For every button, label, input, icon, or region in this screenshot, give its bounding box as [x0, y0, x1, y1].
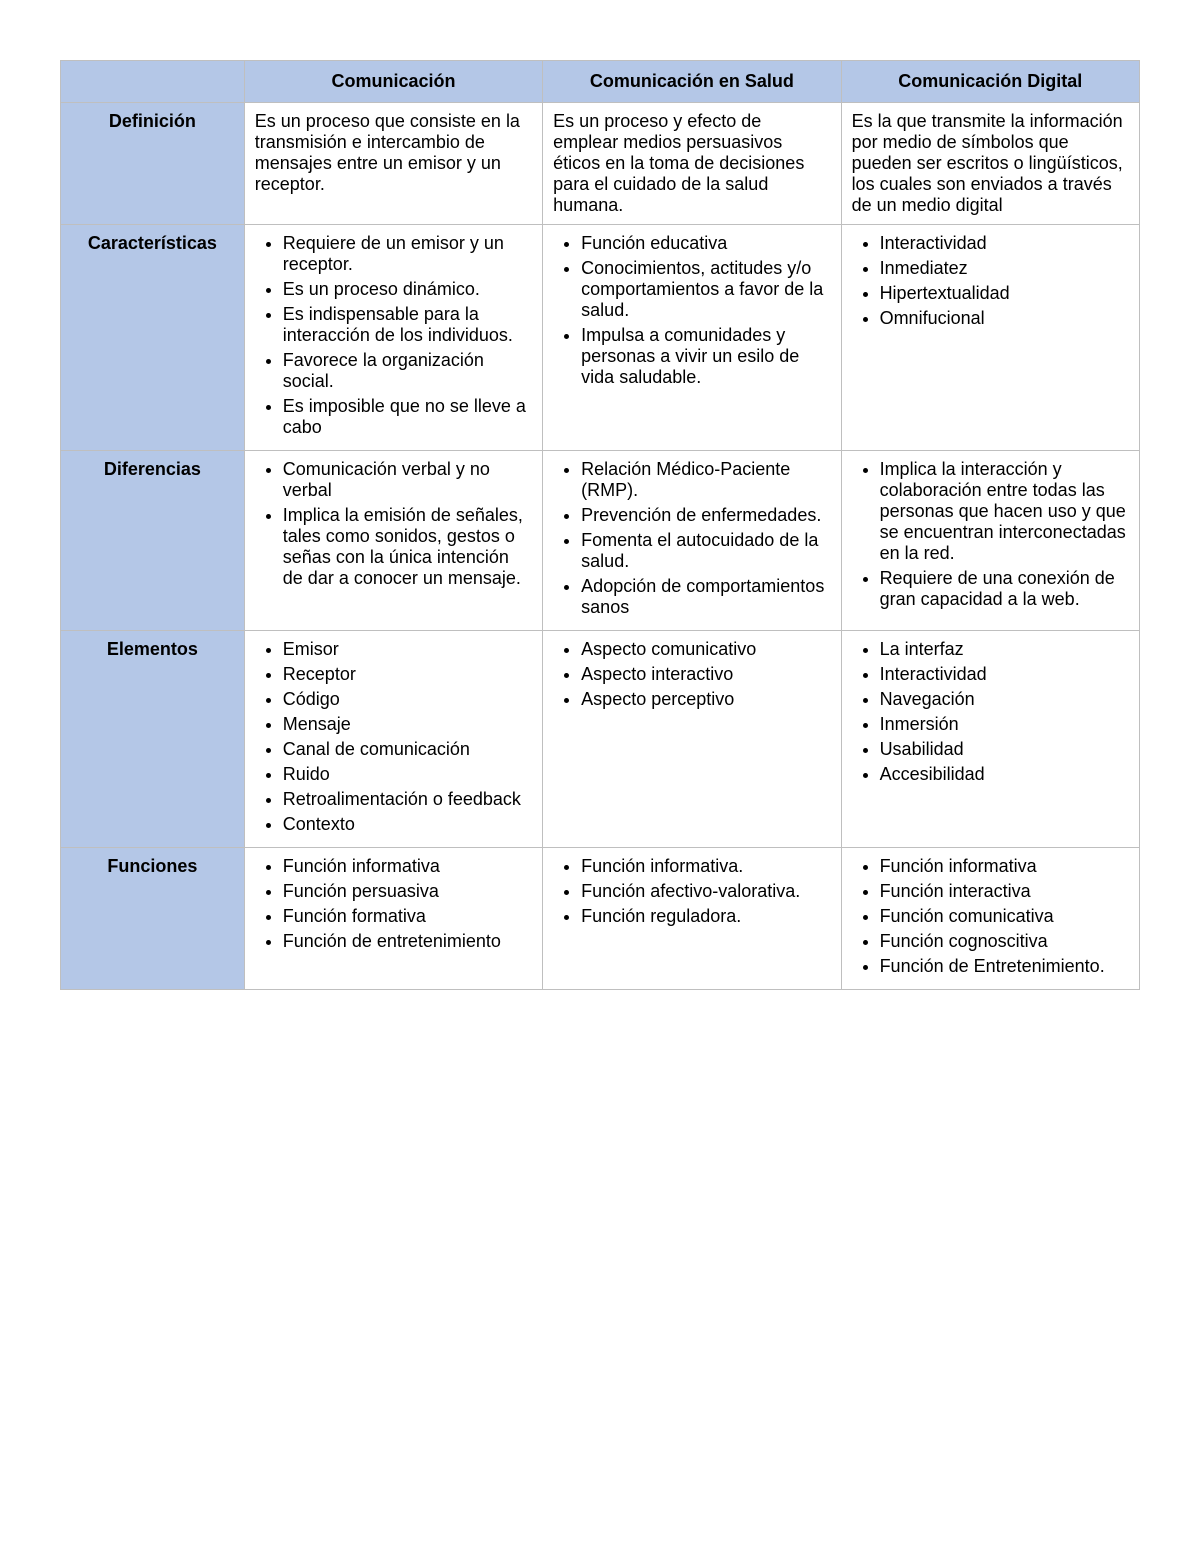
list-item: Implica la interacción y colaboración en…	[880, 459, 1129, 564]
list-item: Receptor	[283, 664, 532, 685]
list-item: Interactividad	[880, 664, 1129, 685]
col-header: Comunicación	[244, 61, 542, 103]
cell-list: La interfaz Interactividad Navegación Inmer…	[852, 639, 1129, 785]
cell-text: Es un proceso y efecto de emplear medios…	[553, 111, 830, 216]
list-item: Favorece la organización social.	[283, 350, 532, 392]
table-cell: Interactividad Inmediatez Hipertextualidad…	[841, 225, 1139, 451]
table-row: DefiniciónEs un proceso que consiste en …	[61, 103, 1140, 225]
table-cell: Relación Médico-Paciente (RMP). Prevenció…	[543, 451, 841, 631]
cell-text: Es un proceso que consiste en la transmi…	[255, 111, 532, 195]
list-item: Canal de comunicación	[283, 739, 532, 760]
table-cell: La interfaz Interactividad Navegación Inmer…	[841, 631, 1139, 848]
list-item: Fomenta el autocuidado de la salud.	[581, 530, 830, 572]
table-row: DiferenciasComunicación verbal y no verb…	[61, 451, 1140, 631]
list-item: Mensaje	[283, 714, 532, 735]
cell-list: Función informativa Función interactiva Fu…	[852, 856, 1129, 977]
cell-text: Es la que transmite la información por m…	[852, 111, 1129, 216]
table-row: Funciones Función informativa Función pers…	[61, 848, 1140, 990]
list-item: Función interactiva	[880, 881, 1129, 902]
list-item: Omnifucional	[880, 308, 1129, 329]
header-corner	[61, 61, 245, 103]
list-item: Navegación	[880, 689, 1129, 710]
list-item: Comunicación verbal y no verbal	[283, 459, 532, 501]
table-row: Elementos Emisor Receptor Código Mensaje Cana…	[61, 631, 1140, 848]
list-item: Implica la emisión de señales, tales com…	[283, 505, 532, 589]
cell-list: Función informativa Función persuasiva Fun…	[255, 856, 532, 952]
list-item: Aspecto comunicativo	[581, 639, 830, 660]
list-item: Usabilidad	[880, 739, 1129, 760]
list-item: Impulsa a comunidades y personas a vivir…	[581, 325, 830, 388]
list-item: Función persuasiva	[283, 881, 532, 902]
table-cell: Es un proceso que consiste en la transmi…	[244, 103, 542, 225]
table-cell: Requiere de un emisor y un receptor. Es u…	[244, 225, 542, 451]
col-header: Comunicación Digital	[841, 61, 1139, 103]
list-item: Función cognoscitiva	[880, 931, 1129, 952]
list-item: Función informativa	[283, 856, 532, 877]
list-item: Prevención de enfermedades.	[581, 505, 830, 526]
list-item: Función de entretenimiento	[283, 931, 532, 952]
cell-list: Aspecto comunicativo Aspecto interactivo A…	[553, 639, 830, 710]
table-row: CaracterísticasRequiere de un emisor y u…	[61, 225, 1140, 451]
cell-list: Relación Médico-Paciente (RMP). Prevenció…	[553, 459, 830, 618]
table-cell: Comunicación verbal y no verbalImplica l…	[244, 451, 542, 631]
cell-list: Requiere de un emisor y un receptor. Es u…	[255, 233, 532, 438]
list-item: Adopción de comportamientos sanos	[581, 576, 830, 618]
list-item: Es un proceso dinámico.	[283, 279, 532, 300]
list-item: Requiere de una conexión de gran capacid…	[880, 568, 1129, 610]
cell-list: Emisor Receptor Código Mensaje Canal de comu…	[255, 639, 532, 835]
row-label: Diferencias	[61, 451, 245, 631]
cell-list: Función informativa. Función afectivo-val…	[553, 856, 830, 927]
cell-list: Comunicación verbal y no verbalImplica l…	[255, 459, 532, 589]
list-item: Es indispensable para la interacción de …	[283, 304, 532, 346]
list-item: Requiere de un emisor y un receptor.	[283, 233, 532, 275]
list-item: Función informativa	[880, 856, 1129, 877]
table-cell: Es la que transmite la información por m…	[841, 103, 1139, 225]
table-body: DefiniciónEs un proceso que consiste en …	[61, 103, 1140, 990]
cell-list: Implica la interacción y colaboración en…	[852, 459, 1129, 610]
table-header-row: Comunicación Comunicación en Salud Comun…	[61, 61, 1140, 103]
list-item: Inmersión	[880, 714, 1129, 735]
list-item: Función informativa.	[581, 856, 830, 877]
list-item: Código	[283, 689, 532, 710]
list-item: Conocimientos, actitudes y/o comportamie…	[581, 258, 830, 321]
list-item: Interactividad	[880, 233, 1129, 254]
list-item: La interfaz	[880, 639, 1129, 660]
table-cell: Función informativa Función persuasiva Fun…	[244, 848, 542, 990]
table-cell: Función informativa. Función afectivo-val…	[543, 848, 841, 990]
list-item: Aspecto perceptivo	[581, 689, 830, 710]
table-cell: Emisor Receptor Código Mensaje Canal de comu…	[244, 631, 542, 848]
table-cell: Función educativa Conocimientos, actitude…	[543, 225, 841, 451]
list-item: Emisor	[283, 639, 532, 660]
list-item: Retroalimentación o feedback	[283, 789, 532, 810]
list-item: Ruido	[283, 764, 532, 785]
list-item: Accesibilidad	[880, 764, 1129, 785]
table-cell: Función informativa Función interactiva Fu…	[841, 848, 1139, 990]
list-item: Función comunicativa	[880, 906, 1129, 927]
list-item: Función educativa	[581, 233, 830, 254]
list-item: Hipertextualidad	[880, 283, 1129, 304]
list-item: Función formativa	[283, 906, 532, 927]
list-item: Inmediatez	[880, 258, 1129, 279]
table-cell: Es un proceso y efecto de emplear medios…	[543, 103, 841, 225]
row-label: Definición	[61, 103, 245, 225]
cell-list: Función educativa Conocimientos, actitude…	[553, 233, 830, 388]
cell-list: Interactividad Inmediatez Hipertextualidad…	[852, 233, 1129, 329]
row-label: Características	[61, 225, 245, 451]
list-item: Función de Entretenimiento.	[880, 956, 1129, 977]
table-cell: Implica la interacción y colaboración en…	[841, 451, 1139, 631]
list-item: Es imposible que no se lleve a cabo	[283, 396, 532, 438]
list-item: Función afectivo-valorativa.	[581, 881, 830, 902]
row-label: Funciones	[61, 848, 245, 990]
comparison-table: Comunicación Comunicación en Salud Comun…	[60, 60, 1140, 990]
col-header: Comunicación en Salud	[543, 61, 841, 103]
list-item: Aspecto interactivo	[581, 664, 830, 685]
list-item: Contexto	[283, 814, 532, 835]
table-cell: Aspecto comunicativo Aspecto interactivo A…	[543, 631, 841, 848]
list-item: Función reguladora.	[581, 906, 830, 927]
row-label: Elementos	[61, 631, 245, 848]
list-item: Relación Médico-Paciente (RMP).	[581, 459, 830, 501]
